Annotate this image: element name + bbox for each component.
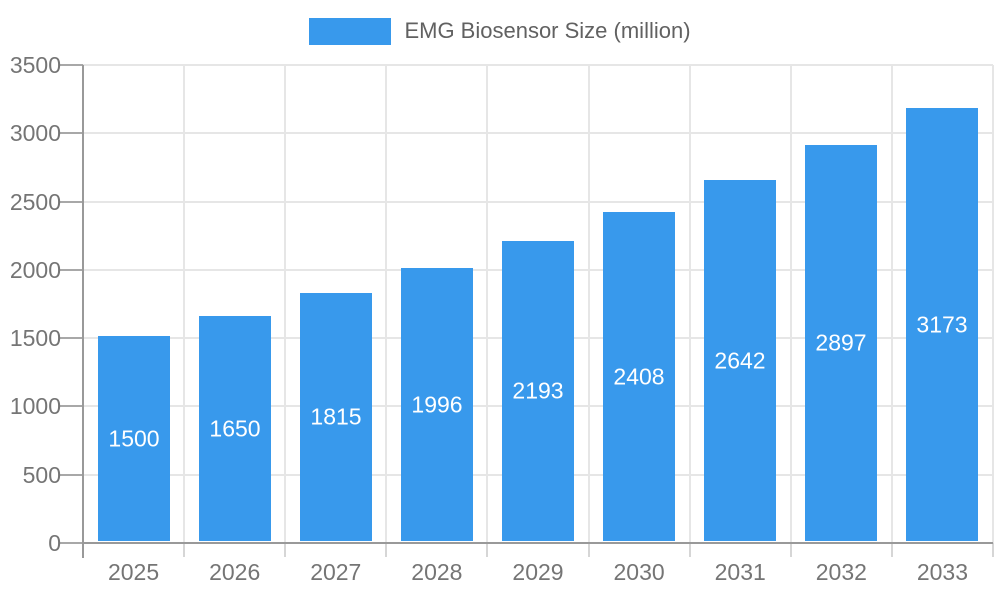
gridline-v-5 [587,65,590,543]
plot-area: 0 500 1000 1500 2000 2500 3000 3500 2025 2026 2027… [10,52,994,585]
bar-value-label-2025: 1500 [108,425,160,451]
gridline-v-3 [385,65,388,543]
legend-label: EMG Biosensor Size (million) [404,18,691,43]
x-axis-line [83,542,993,544]
x-tick-5 [587,543,590,557]
legend-swatch [309,17,392,45]
x-tick-label-2025: 2025 [107,559,160,585]
legend-item[interactable]: EMG Biosensor Size (million) [309,17,691,45]
y-tick-3500 [60,64,83,66]
gridline-h-3000 [83,132,993,135]
x-tick-label-2027: 2027 [310,559,362,585]
gridline-v-4 [486,65,489,543]
bar-2028[interactable]: 1996 [401,268,473,541]
x-tick-9 [992,543,994,557]
x-tick-label-2028: 2028 [411,559,463,585]
y-tick-label-500: 500 [22,461,61,488]
x-tick-6 [688,543,691,557]
x-tick-1 [183,543,186,557]
gridline-v-2 [284,65,287,543]
y-tick-label-2500: 2500 [9,188,61,215]
y-axis-line [82,65,84,558]
bar-2030[interactable]: 2408 [603,212,675,541]
x-tick-label-2032: 2032 [815,559,867,585]
y-tick-label-1000: 1000 [9,393,61,420]
gridline-v-8 [890,65,893,543]
x-tick-8 [890,543,893,557]
bar-value-label-2028: 1996 [411,391,463,417]
y-tick-label-2000: 2000 [9,256,61,283]
bar-value-label-2033: 3173 [916,311,968,337]
y-tick-1500 [60,337,83,340]
bar-value-label-2031: 2642 [714,347,766,373]
y-tick-2000 [60,268,83,271]
y-tick-label-0: 0 [48,530,61,556]
y-tick-label-3500: 3500 [9,52,61,78]
y-tick-label-3000: 3000 [9,120,61,147]
legend: EMG Biosensor Size (million) [0,16,1000,46]
gridline-h-3500 [83,64,993,66]
x-tick-2 [284,543,287,557]
x-tick-4 [486,543,489,557]
gridline-v-7 [789,65,792,543]
x-tick-label-2033: 2033 [916,559,969,585]
bar-2025[interactable]: 1500 [98,336,170,541]
bar-value-label-2027: 1815 [310,403,362,430]
y-tick-3000 [60,132,83,135]
y-tick-1000 [60,405,83,408]
bar-2027[interactable]: 1815 [300,293,372,541]
bar-2026[interactable]: 1650 [199,316,271,541]
gridline-h-2500 [83,200,993,203]
gridline-v-9 [992,65,994,543]
x-tick-7 [789,543,792,557]
y-tick-label-1500: 1500 [9,325,61,352]
bar-2031[interactable]: 2642 [704,180,776,541]
bar-2033[interactable]: 3173 [906,108,978,541]
bar-value-label-2030: 2408 [613,363,665,389]
gridline-v-1 [183,65,186,543]
y-tick-0 [60,542,83,544]
x-tick-label-2031: 2031 [714,559,766,585]
x-tick-label-2026: 2026 [209,559,261,585]
y-tick-2500 [60,200,83,203]
bar-2032[interactable]: 2897 [805,145,877,541]
y-tick-500 [60,473,83,476]
x-tick-label-2029: 2029 [512,559,564,585]
x-tick-3 [385,543,388,557]
bar-value-label-2029: 2193 [512,377,564,404]
gridline-v-6 [688,65,691,543]
bar-2029[interactable]: 2193 [502,241,574,541]
bar-value-label-2026: 1650 [209,415,261,441]
bar-value-label-2032: 2897 [815,329,867,356]
x-tick-label-2030: 2030 [613,559,665,585]
